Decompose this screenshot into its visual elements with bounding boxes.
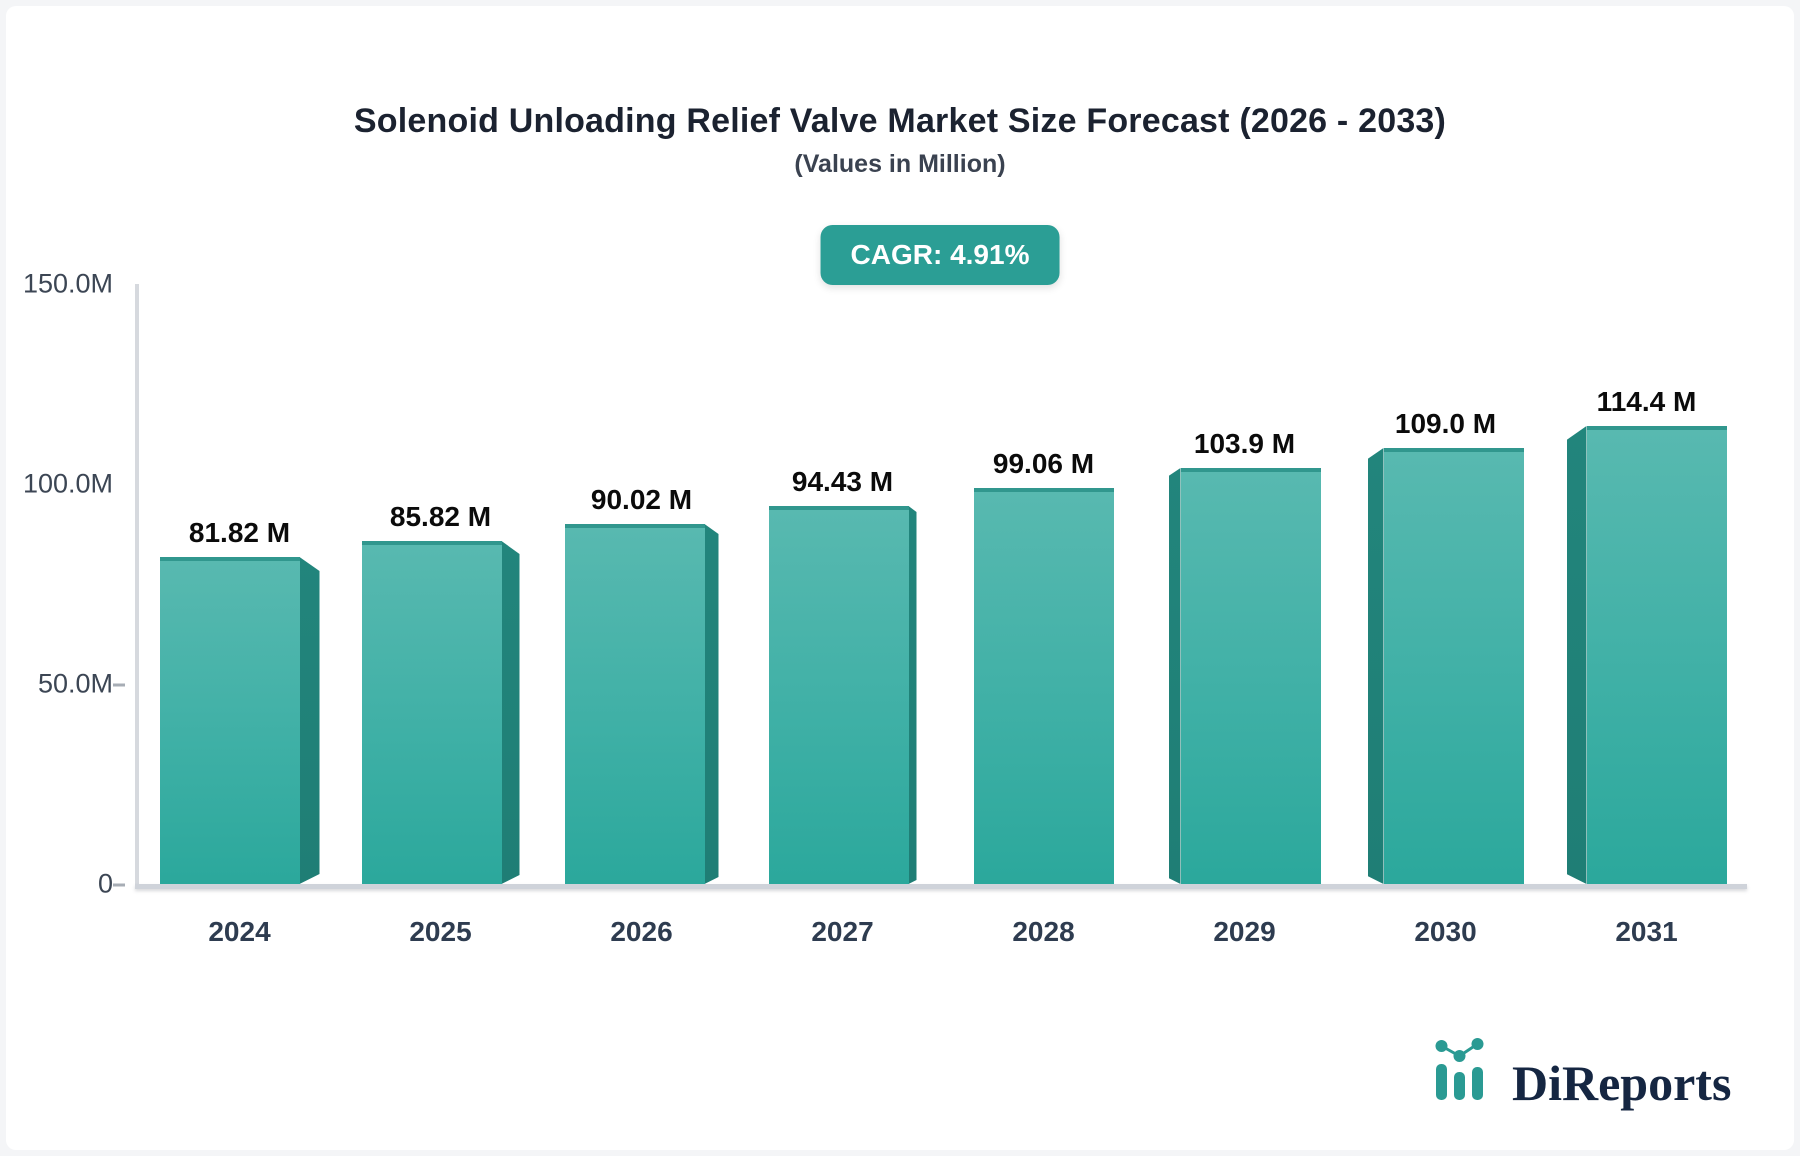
bar-2029: 103.9 M (1169, 428, 1321, 884)
y-axis-line (135, 284, 139, 888)
y-axis-tick-label: 100.0M (22, 468, 113, 499)
x-axis-label-2027: 2027 (811, 916, 874, 947)
bar-2024: 81.82 M (159, 517, 320, 884)
bar-group-2030: 109.0 M (1345, 284, 1546, 884)
bar-value-label: 94.43 M (791, 466, 894, 497)
bars-row: 81.82 M 85.82 M 90.02 M 94.43 M 99.06 M 103.9… (139, 284, 1747, 884)
bar-side-face (1368, 448, 1384, 884)
direports-logo: DiReports (1432, 1034, 1731, 1107)
bar-2027: 94.43 M (768, 466, 917, 884)
bar-group-2031: 114.4 M (1546, 284, 1747, 884)
x-axis-label-2028: 2028 (1012, 916, 1075, 947)
bar-front-face (361, 541, 502, 884)
logo-text: DiReports (1512, 1054, 1732, 1111)
bar-group-2026: 90.02 M (541, 284, 742, 884)
bar-group-2025: 85.82 M (340, 284, 541, 884)
x-axis-label-2030: 2030 (1414, 916, 1477, 947)
bar-chart-plot-area: 150.0M 100.0M 50.0M 0 81.82 M 85.82 M 90.02 M… (23, 269, 1747, 947)
bar-2031: 114.4 M (1567, 386, 1727, 884)
bar-value-label: 85.82 M (389, 501, 492, 532)
bar-group-2024: 81.82 M (139, 284, 340, 884)
x-axis-label-2031: 2031 (1615, 916, 1678, 947)
bar-side-face (300, 557, 320, 884)
x-axis-label-2024: 2024 (208, 916, 271, 947)
bar-2028: 99.06 M (973, 448, 1114, 884)
chart-title: Solenoid Unloading Relief Valve Market S… (353, 102, 1447, 140)
bar-value-label: 103.9 M (1193, 428, 1296, 459)
y-axis-tick-mark (113, 683, 125, 687)
x-axis-baseline (135, 884, 1747, 889)
bar-side-face (502, 541, 520, 884)
x-axis-label-2025: 2025 (409, 916, 472, 947)
bar-front-face (159, 557, 300, 884)
bar-value-label: 114.4 M (1596, 386, 1697, 417)
bar-value-label: 99.06 M (992, 448, 1095, 479)
x-axis-label-2029: 2029 (1213, 916, 1276, 947)
y-axis-tick-label: 0 (97, 868, 113, 899)
chart-subtitle: (Values in Million) (794, 150, 1006, 178)
bar-side-face (1169, 468, 1181, 884)
bar-front-face (768, 506, 909, 884)
bar-side-face (909, 506, 917, 884)
bar-value-label: 81.82 M (188, 517, 291, 548)
x-axis-label-2026: 2026 (610, 916, 673, 947)
cagr-badge: CAGR: 4.91% (820, 225, 1060, 285)
bar-front-face (1383, 448, 1524, 884)
bar-2030: 109.0 M (1368, 408, 1524, 884)
bar-2025: 85.82 M (361, 501, 520, 884)
bar-value-label: 109.0 M (1394, 408, 1497, 439)
bar-value-label: 90.02 M (590, 484, 693, 515)
y-axis-tick-label: 150.0M (22, 268, 113, 299)
bar-front-face (564, 524, 705, 884)
bar-front-face (1180, 468, 1321, 884)
bar-chart-logo-icon (1432, 1034, 1506, 1107)
bar-front-face (973, 488, 1114, 884)
y-axis-tick-label: 50.0M (37, 668, 113, 699)
chart-card: Solenoid Unloading Relief Valve Market S… (6, 6, 1794, 1150)
bar-front-face (1586, 426, 1727, 884)
bar-group-2027: 94.43 M (742, 284, 943, 884)
y-axis-tick-mark (113, 883, 125, 887)
bar-group-2028: 99.06 M (943, 284, 1144, 884)
bar-2026: 90.02 M (564, 484, 719, 884)
bar-side-face (705, 524, 719, 884)
bar-side-face (1567, 426, 1587, 884)
bar-group-2029: 103.9 M (1144, 284, 1345, 884)
